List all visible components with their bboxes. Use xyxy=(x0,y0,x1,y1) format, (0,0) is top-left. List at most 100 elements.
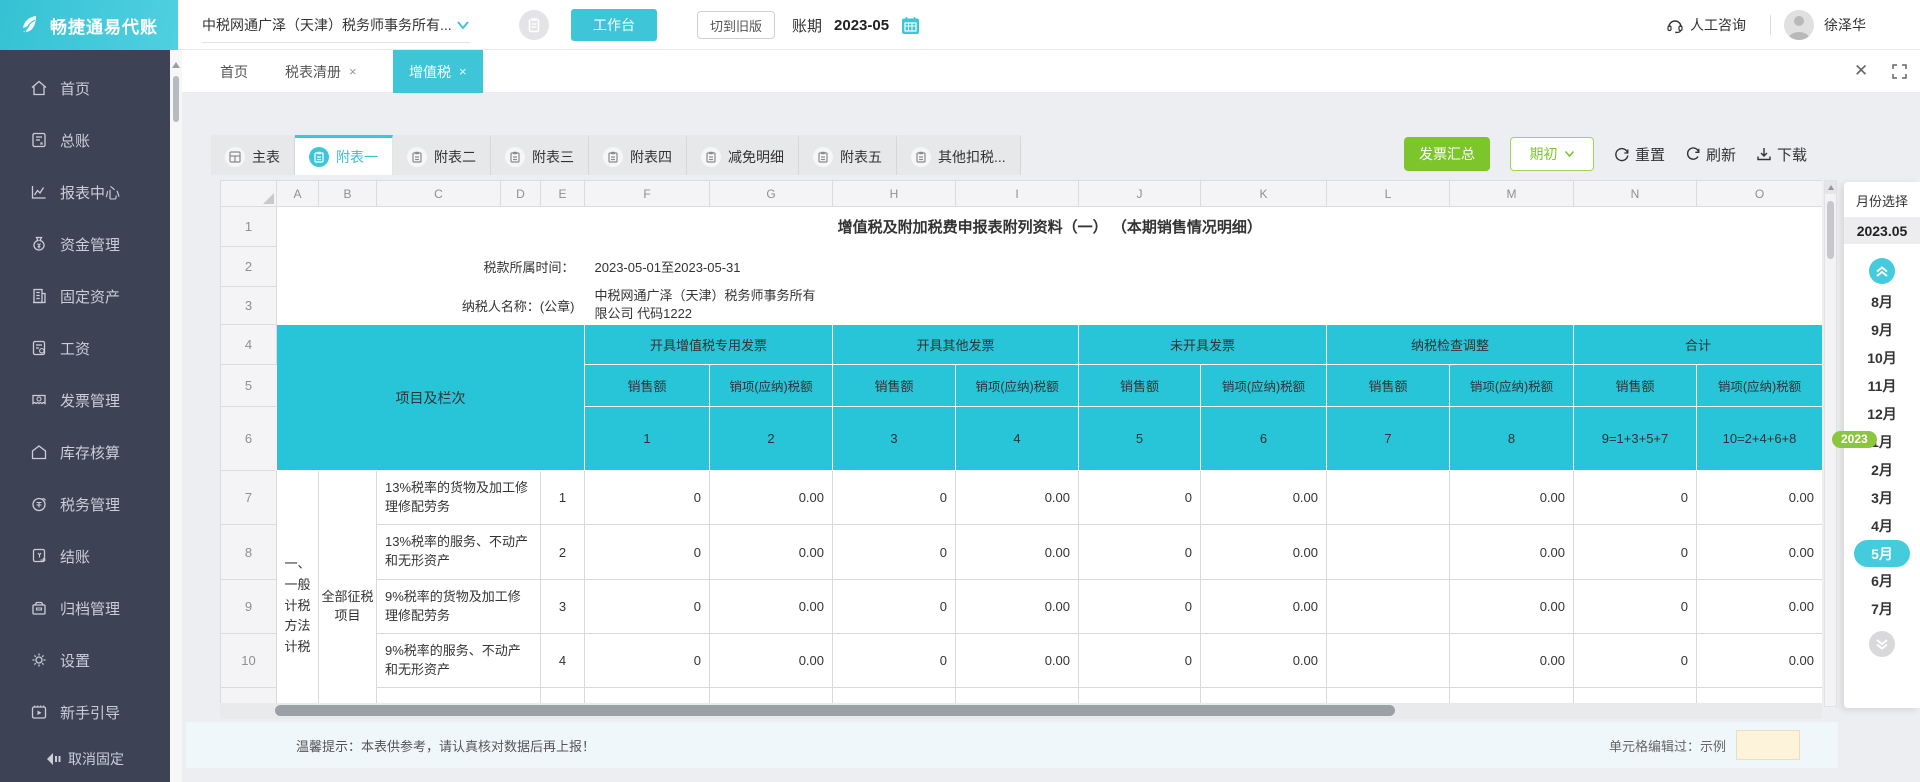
value-cell[interactable]: 0 xyxy=(832,470,956,525)
subheader-sales[interactable]: 销售额 xyxy=(1573,364,1697,407)
user-menu[interactable]: 徐泽华 xyxy=(1784,0,1866,50)
sidebar-item-fixed-assets[interactable]: 固定资产 xyxy=(0,270,170,322)
scrollbar-thumb[interactable] xyxy=(1827,201,1834,259)
line-number-cell[interactable]: 1 xyxy=(584,406,710,471)
item-desc-cell[interactable]: 13%税率的货物及加工修理修配劳务 xyxy=(376,470,541,525)
value-cell[interactable]: 0 xyxy=(1573,470,1697,525)
reset-button[interactable]: 重置 xyxy=(1614,144,1665,165)
value-cell[interactable]: 0 xyxy=(584,579,710,634)
sidebar-item-invoices[interactable]: 发票管理 xyxy=(0,374,170,426)
workbench-button[interactable]: 工作台 xyxy=(571,9,657,41)
value-cell[interactable]: 0.00 xyxy=(955,524,1079,580)
column-header[interactable]: O xyxy=(1696,180,1822,207)
sheet-tab-appendix3[interactable]: 附表三 xyxy=(491,135,589,175)
subheader-tax[interactable]: 销项(应纳)税额 xyxy=(1200,364,1327,407)
invoice-summary-button[interactable]: 发票汇总 xyxy=(1404,137,1490,171)
period-value[interactable]: 2023-05 xyxy=(834,16,890,34)
month-item[interactable]: 8月 xyxy=(1871,294,1893,310)
opening-period-dropdown[interactable]: 期初 xyxy=(1510,137,1594,171)
column-header[interactable]: M xyxy=(1449,180,1574,207)
tab-home[interactable]: 首页 xyxy=(220,50,248,93)
line-number-cell[interactable]: 5 xyxy=(1078,406,1201,471)
sidebar-item-guide[interactable]: 新手引导 xyxy=(0,686,170,738)
select-all-corner[interactable] xyxy=(220,180,277,207)
sheet-tab-appendix2[interactable]: 附表二 xyxy=(393,135,491,175)
month-item[interactable]: 3月 xyxy=(1871,490,1893,506)
unpin-sidebar-button[interactable]: 取消固定 xyxy=(0,742,170,776)
row-subgroup-cell[interactable]: 全部征税项目 xyxy=(318,470,377,707)
row-header[interactable]: 9 xyxy=(220,579,277,634)
human-consult-link[interactable]: 人工咨询 xyxy=(1666,0,1746,50)
item-desc-cell[interactable]: 9%税率的货物及加工修理修配劳务 xyxy=(376,579,541,634)
row-header[interactable]: 2 xyxy=(220,246,277,287)
line-no-cell[interactable]: 1 xyxy=(540,470,585,525)
sheet-tab-appendix5[interactable]: 附表五 xyxy=(799,135,897,175)
value-cell[interactable] xyxy=(1326,524,1450,580)
value-cell[interactable]: 0.00 xyxy=(955,470,1079,525)
line-number-cell[interactable]: 4 xyxy=(955,406,1079,471)
value-cell[interactable]: 0 xyxy=(1573,524,1697,580)
column-header[interactable]: I xyxy=(955,180,1079,207)
row-header[interactable]: 11 xyxy=(220,687,277,707)
subheader-sales[interactable]: 销售额 xyxy=(1326,364,1450,407)
org-selector[interactable]: 中税网通广泽（天津）税务师事务所有... xyxy=(202,7,470,43)
calendar-icon[interactable] xyxy=(901,16,920,35)
value-cell[interactable]: 0.00 xyxy=(955,633,1079,688)
value-cell[interactable]: 0.00 xyxy=(709,470,833,525)
month-item[interactable]: 11月 xyxy=(1867,378,1897,394)
close-tab-icon[interactable]: × xyxy=(459,64,467,79)
value-cell[interactable]: 0.00 xyxy=(709,579,833,634)
value-cell[interactable]: 0.00 xyxy=(1696,524,1822,580)
row-group-cell[interactable]: 一、一般计税方法计税 xyxy=(276,470,319,707)
line-number-cell[interactable]: 6 xyxy=(1200,406,1327,471)
line-number-cell[interactable]: 10=2+4+6+8 xyxy=(1696,406,1822,471)
value-cell[interactable]: 0 xyxy=(1078,470,1201,525)
row-header[interactable]: 8 xyxy=(220,524,277,580)
value-cell[interactable]: 0.00 xyxy=(1449,579,1574,634)
row-header[interactable]: 10 xyxy=(220,633,277,688)
taxpayer-value-cell[interactable]: 中税网通广泽（天津）税务师事务所有限公司 代码1222 xyxy=(584,286,1822,325)
scrollbar-thumb[interactable] xyxy=(173,76,179,122)
column-header[interactable]: F xyxy=(584,180,710,207)
value-cell[interactable]: 0 xyxy=(584,633,710,688)
sidebar-item-general-ledger[interactable]: 总账 xyxy=(0,114,170,166)
column-header[interactable]: E xyxy=(540,180,585,207)
month-item[interactable]: 10月 xyxy=(1867,350,1897,366)
column-header[interactable]: B xyxy=(318,180,377,207)
column-header[interactable]: A xyxy=(276,180,319,207)
value-cell[interactable]: 0.00 xyxy=(1200,633,1327,688)
value-cell[interactable] xyxy=(1326,633,1450,688)
sheet-title-cell[interactable]: 增值税及附加税费申报表附列资料（一） （本期销售情况明细） xyxy=(276,206,1822,247)
sidebar-scrollbar[interactable] xyxy=(170,50,182,782)
group-header-total[interactable]: 合计 xyxy=(1573,324,1822,365)
sheet-tab-main[interactable]: 主表 xyxy=(211,135,295,175)
value-cell[interactable]: 0.00 xyxy=(1696,470,1822,525)
sidebar-item-settings[interactable]: 设置 xyxy=(0,634,170,686)
months-scroll-up-button[interactable] xyxy=(1869,258,1895,284)
close-panel-icon[interactable]: ✕ xyxy=(1854,61,1869,80)
value-cell[interactable]: 0 xyxy=(584,524,710,580)
subheader-tax[interactable]: 销项(应纳)税额 xyxy=(1449,364,1574,407)
value-cell[interactable]: 0.00 xyxy=(1200,524,1327,580)
value-cell[interactable]: 0.00 xyxy=(1696,579,1822,634)
sidebar-item-inventory[interactable]: 库存核算 xyxy=(0,426,170,478)
sidebar-item-payroll[interactable]: 工资 xyxy=(0,322,170,374)
column-header[interactable]: H xyxy=(832,180,956,207)
subheader-tax[interactable]: 销项(应纳)税额 xyxy=(955,364,1079,407)
column-header[interactable]: G xyxy=(709,180,833,207)
line-number-cell[interactable]: 2 xyxy=(709,406,833,471)
value-cell[interactable]: 0.00 xyxy=(709,633,833,688)
month-item-selected[interactable]: 5月 xyxy=(1854,540,1910,567)
column-header[interactable]: L xyxy=(1326,180,1450,207)
item-desc-cell[interactable]: 13%税率的服务、不动产和无形资产 xyxy=(376,524,541,580)
taxpayer-label-cell[interactable]: 纳税人名称：(公章) xyxy=(276,286,585,325)
value-cell[interactable]: 0 xyxy=(1078,524,1201,580)
close-tab-icon[interactable]: × xyxy=(349,64,357,79)
line-no-cell[interactable]: 3 xyxy=(540,579,585,634)
sheet-tab-reduction-detail[interactable]: 减免明细 xyxy=(687,135,799,175)
group-header-special-invoice[interactable]: 开具增值税专用发票 xyxy=(584,324,833,365)
line-number-cell[interactable]: 9=1+3+5+7 xyxy=(1573,406,1697,471)
value-cell[interactable]: 0 xyxy=(1078,633,1201,688)
value-cell[interactable]: 0.00 xyxy=(1200,470,1327,525)
item-desc-cell[interactable]: 9%税率的服务、不动产和无形资产 xyxy=(376,633,541,688)
